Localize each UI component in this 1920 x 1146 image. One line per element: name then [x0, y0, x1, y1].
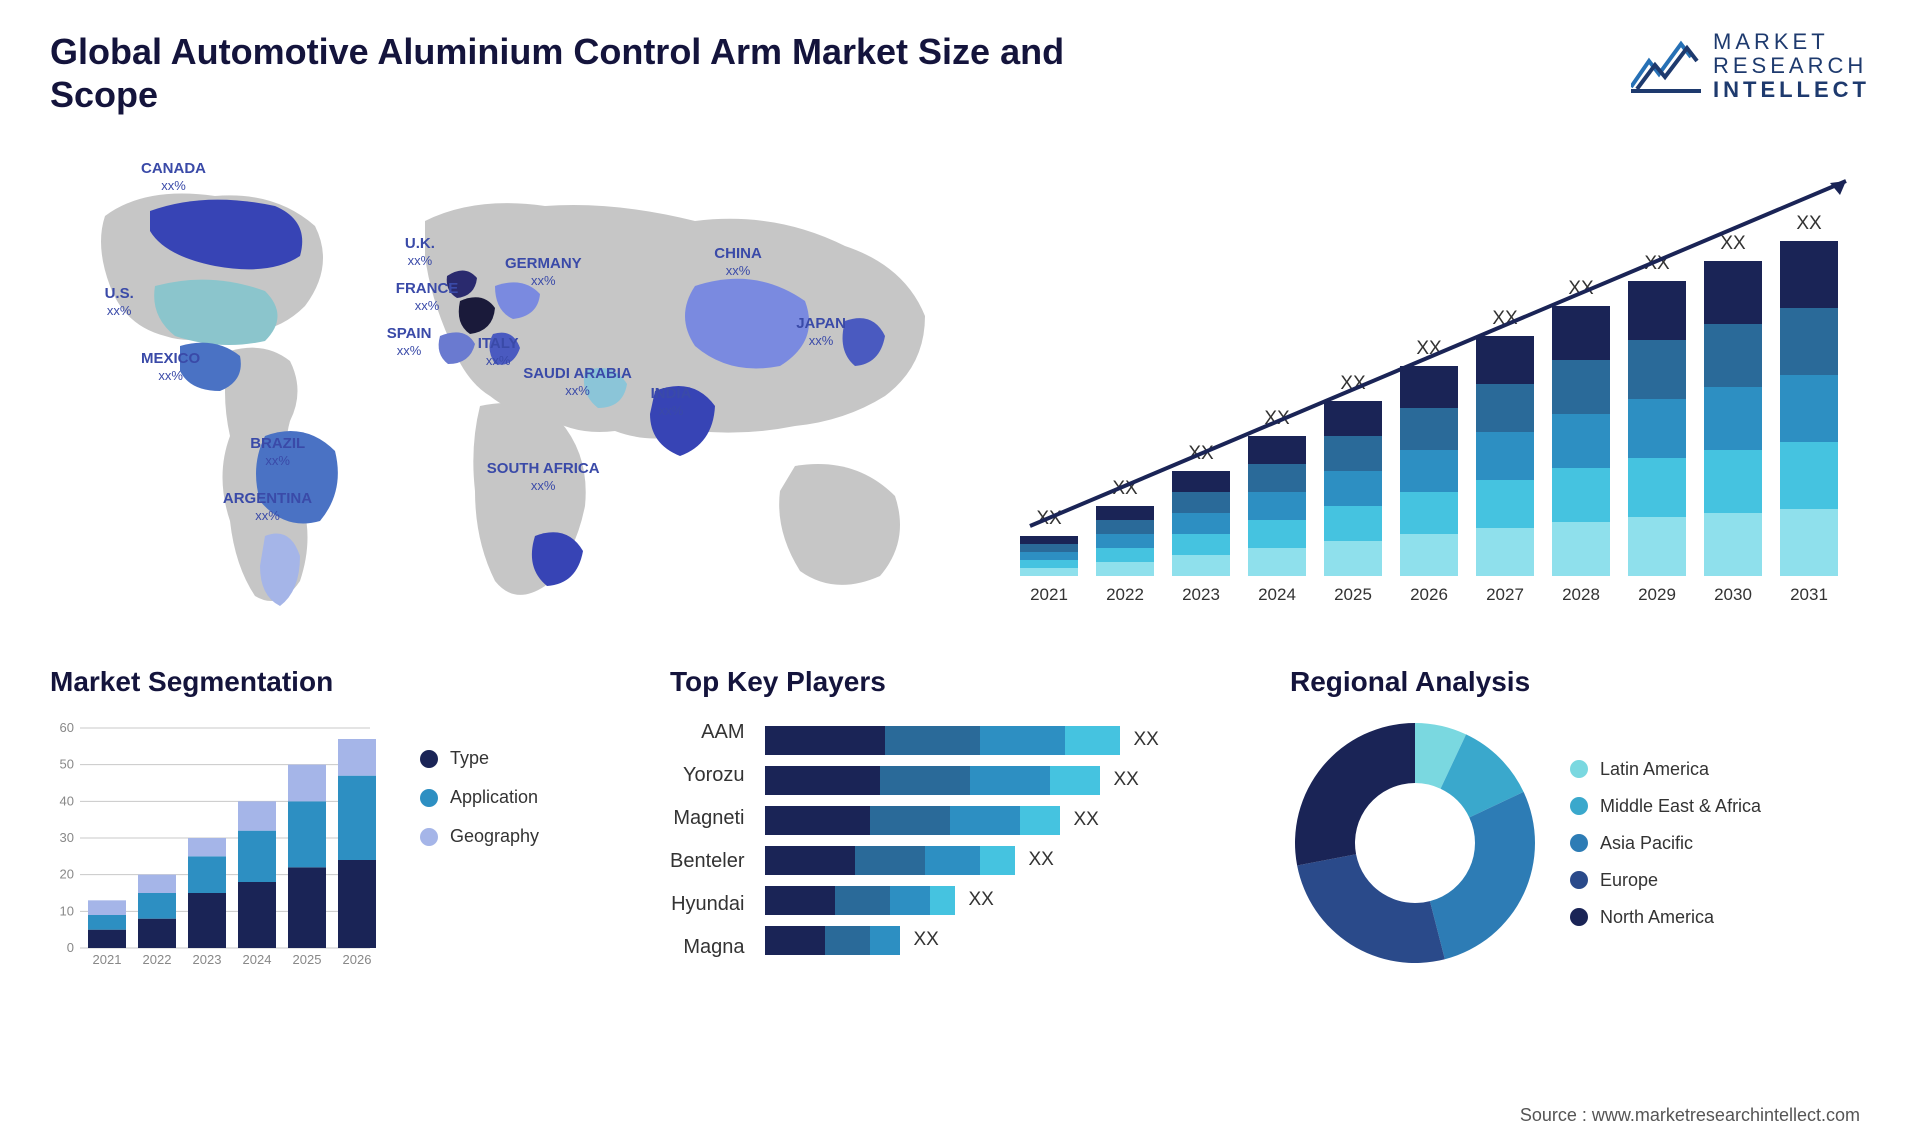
regional-title: Regional Analysis — [1290, 666, 1870, 698]
legend-item: Middle East & Africa — [1570, 796, 1761, 817]
source-attribution: Source : www.marketresearchintellect.com — [1520, 1105, 1860, 1126]
segmentation-section: Market Segmentation 0 10 20 30 40 50 60 2021 202… — [50, 666, 630, 978]
legend-item: Latin America — [1570, 759, 1761, 780]
player-bar-row: XX — [765, 846, 1159, 875]
country-label: ITALYxx% — [478, 336, 519, 369]
svg-text:60: 60 — [60, 720, 74, 735]
legend-item: Application — [420, 787, 539, 808]
page-title: Global Automotive Aluminium Control Arm … — [50, 30, 1150, 116]
player-value-label: XX — [1074, 809, 1099, 831]
country-label: U.S.xx% — [105, 286, 134, 319]
svg-text:2023: 2023 — [193, 952, 222, 967]
svg-text:20: 20 — [60, 867, 74, 882]
svg-text:2021: 2021 — [1030, 585, 1068, 604]
svg-text:2026: 2026 — [343, 952, 372, 967]
country-label: U.K.xx% — [405, 236, 435, 269]
player-name: Yorozu — [670, 761, 745, 790]
svg-text:XX: XX — [1720, 233, 1746, 254]
svg-text:10: 10 — [60, 904, 74, 919]
legend-item: North America — [1570, 907, 1761, 928]
svg-text:2022: 2022 — [143, 952, 172, 967]
svg-text:2027: 2027 — [1486, 585, 1524, 604]
legend-item: Europe — [1570, 870, 1761, 891]
logo-line1: MARKET — [1713, 30, 1870, 54]
growth-chart-panel: XX2021XX2022XX2023XX2024XX2025XX2026XX20… — [1000, 136, 1870, 636]
world-map-icon — [50, 136, 960, 636]
country-label: MEXICOxx% — [141, 351, 200, 384]
country-label: CANADAxx% — [141, 161, 206, 194]
regional-donut-chart — [1290, 718, 1540, 968]
player-bar-list: XX XX XX XX XX XX — [765, 726, 1159, 955]
player-name: AAM — [670, 718, 745, 747]
player-value-label: XX — [1114, 769, 1139, 791]
player-bar-row: XX — [765, 806, 1159, 835]
logo-line3: INTELLECT — [1713, 78, 1870, 102]
player-name: Magneti — [670, 804, 745, 833]
regional-section: Regional Analysis Latin America Middle Ea… — [1290, 666, 1870, 978]
country-label: BRAZILxx% — [250, 436, 305, 469]
players-title: Top Key Players — [670, 666, 1250, 698]
svg-text:40: 40 — [60, 794, 74, 809]
country-label: SPAINxx% — [387, 326, 432, 359]
svg-text:2022: 2022 — [1106, 585, 1144, 604]
player-bar-row: XX — [765, 766, 1159, 795]
country-label: SOUTH AFRICAxx% — [487, 461, 600, 494]
svg-text:2026: 2026 — [1410, 585, 1448, 604]
logo-bars-icon — [1631, 39, 1701, 94]
country-label: GERMANYxx% — [505, 256, 582, 289]
player-bar-row: XX — [765, 726, 1159, 755]
country-label: INDIAxx% — [651, 386, 692, 419]
svg-text:30: 30 — [60, 830, 74, 845]
country-label: CHINAxx% — [714, 246, 762, 279]
svg-text:2025: 2025 — [293, 952, 322, 967]
segmentation-legend: Type Application Geography — [420, 748, 539, 847]
world-map-panel: CANADAxx% U.S.xx% MEXICOxx% BRAZILxx% ARGENT… — [50, 136, 960, 636]
segmentation-title: Market Segmentation — [50, 666, 630, 698]
player-name: Benteler — [670, 847, 745, 876]
svg-text:2031: 2031 — [1790, 585, 1828, 604]
legend-item: Asia Pacific — [1570, 833, 1761, 854]
svg-text:2029: 2029 — [1638, 585, 1676, 604]
country-label: FRANCExx% — [396, 281, 459, 314]
svg-text:2030: 2030 — [1714, 585, 1752, 604]
svg-text:2025: 2025 — [1334, 585, 1372, 604]
player-value-label: XX — [914, 929, 939, 951]
player-bar-row: XX — [765, 886, 1159, 915]
segmentation-bar-chart: 0 10 20 30 40 50 60 2021 2022 2023 2024 2025 2026 — [50, 718, 380, 978]
legend-item: Type — [420, 748, 539, 769]
player-name-list: AAM Yorozu Magneti Benteler Hyundai Magna — [670, 718, 745, 962]
player-value-label: XX — [1134, 729, 1159, 751]
svg-text:XX: XX — [1796, 213, 1822, 234]
player-bar-row: XX — [765, 926, 1159, 955]
country-label: ARGENTINAxx% — [223, 491, 312, 524]
svg-text:2023: 2023 — [1182, 585, 1220, 604]
regional-legend: Latin America Middle East & Africa Asia Pa… — [1570, 759, 1761, 928]
player-value-label: XX — [1029, 849, 1054, 871]
player-name: Magna — [670, 933, 745, 962]
growth-bar-chart: XX2021XX2022XX2023XX2024XX2025XX2026XX20… — [1000, 136, 1870, 636]
logo-line2: RESEARCH — [1713, 54, 1870, 78]
player-name: Hyundai — [670, 890, 745, 919]
player-value-label: XX — [969, 889, 994, 911]
country-label: JAPANxx% — [796, 316, 846, 349]
legend-item: Geography — [420, 826, 539, 847]
svg-text:2028: 2028 — [1562, 585, 1600, 604]
players-section: Top Key Players AAM Yorozu Magneti Benteler… — [670, 666, 1250, 978]
svg-text:2021: 2021 — [93, 952, 122, 967]
svg-text:50: 50 — [60, 757, 74, 772]
svg-text:2024: 2024 — [243, 952, 272, 967]
svg-text:0: 0 — [67, 940, 74, 955]
svg-text:2024: 2024 — [1258, 585, 1296, 604]
country-label: SAUDI ARABIAxx% — [523, 366, 632, 399]
brand-logo: MARKET RESEARCH INTELLECT — [1631, 30, 1870, 103]
